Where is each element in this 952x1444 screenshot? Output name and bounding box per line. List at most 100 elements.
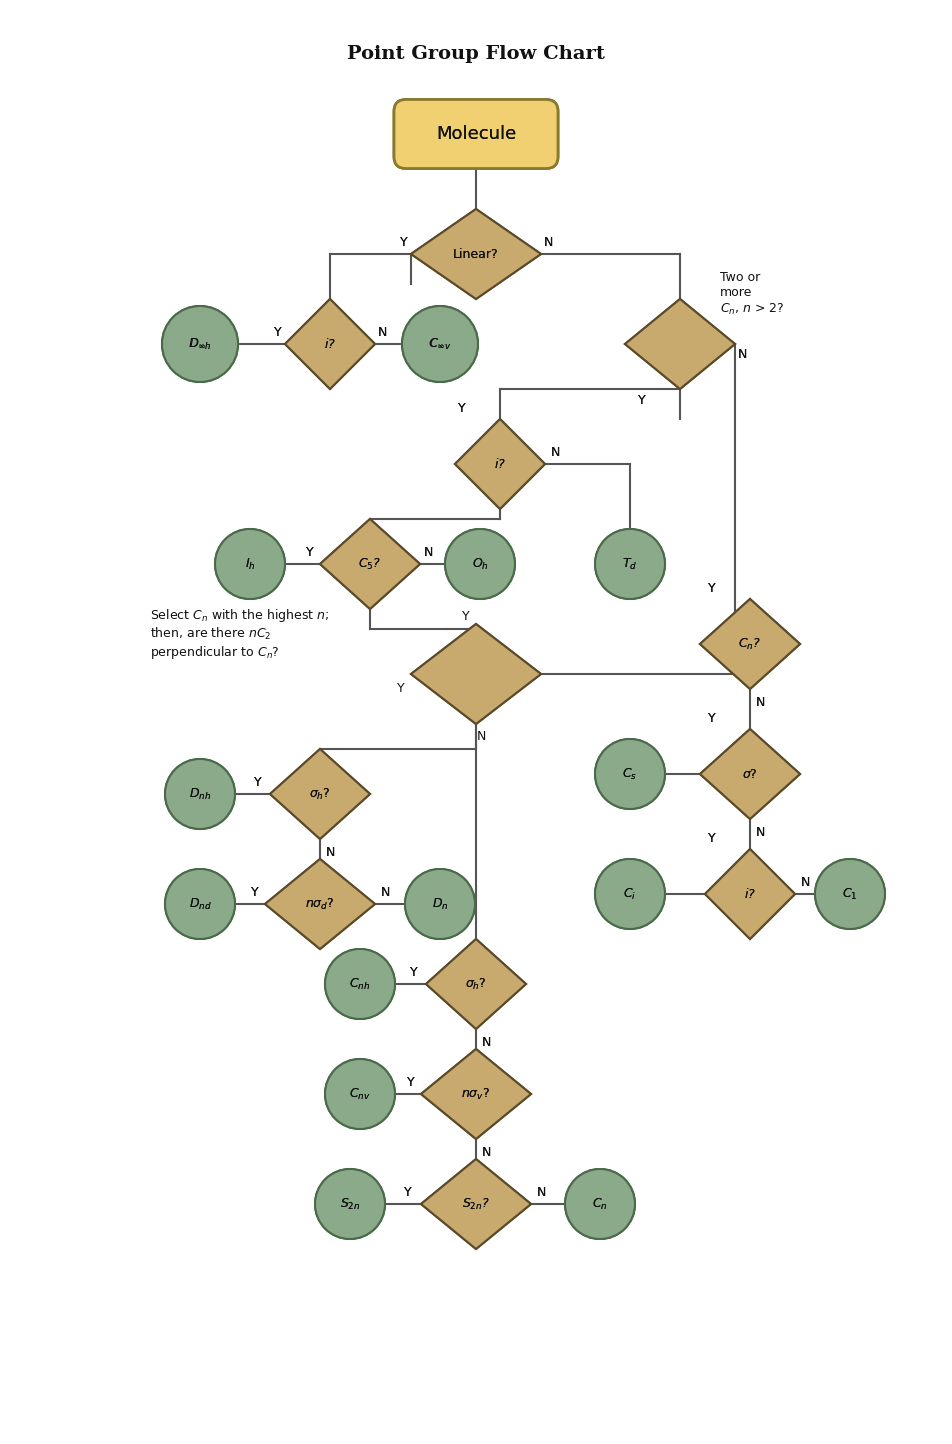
Text: N: N xyxy=(755,696,764,709)
Polygon shape xyxy=(265,859,375,949)
Text: Y: Y xyxy=(254,775,262,788)
Text: N: N xyxy=(380,885,389,898)
Text: N: N xyxy=(544,235,553,248)
Text: $i$?: $i$? xyxy=(494,456,506,471)
Text: Linear?: Linear? xyxy=(453,247,499,260)
Text: $T_d$: $T_d$ xyxy=(623,556,638,572)
Text: N: N xyxy=(755,696,764,709)
Text: Linear?: Linear? xyxy=(453,247,499,260)
Text: N: N xyxy=(482,1145,490,1158)
Polygon shape xyxy=(426,939,526,1030)
Text: Select $C_n$ with the highest $n$;
then, are there $nC_2$
perpendicular to $C_n$: Select $C_n$ with the highest $n$; then,… xyxy=(150,606,329,661)
Text: N: N xyxy=(536,1186,545,1199)
Text: $I_h$: $I_h$ xyxy=(245,556,255,572)
Text: Y: Y xyxy=(274,325,282,338)
Text: N: N xyxy=(482,1145,490,1158)
Text: Y: Y xyxy=(410,966,418,979)
Text: Y: Y xyxy=(458,403,466,416)
Text: Y: Y xyxy=(251,885,259,898)
Circle shape xyxy=(402,306,478,383)
Text: $D_{\infty h}$: $D_{\infty h}$ xyxy=(188,336,212,351)
Circle shape xyxy=(815,859,885,928)
Text: Y: Y xyxy=(405,1186,412,1199)
Text: Y: Y xyxy=(400,235,407,248)
Text: $i$?: $i$? xyxy=(494,456,506,471)
Circle shape xyxy=(445,529,515,599)
Text: $C_i$: $C_i$ xyxy=(624,887,637,901)
Text: $\sigma$?: $\sigma$? xyxy=(743,768,758,781)
Text: Y: Y xyxy=(274,325,282,338)
Text: $\sigma_h$?: $\sigma_h$? xyxy=(466,976,486,992)
Polygon shape xyxy=(285,299,375,388)
Text: Y: Y xyxy=(407,1076,415,1089)
Text: $C_n$: $C_n$ xyxy=(592,1197,607,1212)
Polygon shape xyxy=(320,518,420,609)
Polygon shape xyxy=(705,849,795,939)
Polygon shape xyxy=(421,1160,531,1249)
Circle shape xyxy=(405,869,475,939)
Text: Molecule: Molecule xyxy=(436,126,516,143)
Polygon shape xyxy=(285,299,375,388)
Text: $\sigma_h$?: $\sigma_h$? xyxy=(466,976,486,992)
Text: $n\sigma_v$?: $n\sigma_v$? xyxy=(462,1086,490,1102)
Polygon shape xyxy=(455,419,545,508)
Circle shape xyxy=(162,306,238,383)
Polygon shape xyxy=(421,1160,531,1249)
Circle shape xyxy=(165,869,235,939)
Text: $C_{\infty v}$: $C_{\infty v}$ xyxy=(429,336,451,351)
Text: $S_{2n}$: $S_{2n}$ xyxy=(340,1197,360,1212)
Text: Y: Y xyxy=(410,966,418,979)
Polygon shape xyxy=(700,729,800,819)
Text: $I_h$: $I_h$ xyxy=(245,556,255,572)
Text: $D_{nd}$: $D_{nd}$ xyxy=(188,897,211,911)
Circle shape xyxy=(445,529,515,599)
Text: N: N xyxy=(377,325,387,338)
Text: $C_{nh}$: $C_{nh}$ xyxy=(349,976,370,992)
Circle shape xyxy=(405,869,475,939)
Text: $D_{nh}$: $D_{nh}$ xyxy=(188,787,211,801)
FancyBboxPatch shape xyxy=(394,100,558,169)
Text: $S_{2n}$?: $S_{2n}$? xyxy=(462,1197,490,1212)
Circle shape xyxy=(565,1170,635,1239)
Text: $\sigma$?: $\sigma$? xyxy=(743,768,758,781)
Text: N: N xyxy=(326,846,335,859)
Text: N: N xyxy=(424,546,433,559)
Text: $C_n$: $C_n$ xyxy=(592,1197,607,1212)
Polygon shape xyxy=(700,729,800,819)
Text: Y: Y xyxy=(708,712,716,725)
Text: $i$?: $i$? xyxy=(324,336,336,351)
Text: Y: Y xyxy=(708,712,716,725)
Text: $C_n$?: $C_n$? xyxy=(739,637,762,651)
Text: Y: Y xyxy=(307,546,314,559)
Text: Y: Y xyxy=(638,394,645,407)
Text: $C_{nv}$: $C_{nv}$ xyxy=(349,1086,370,1102)
Text: N: N xyxy=(482,1035,490,1048)
Circle shape xyxy=(565,1170,635,1239)
Polygon shape xyxy=(411,209,541,299)
Text: N: N xyxy=(550,446,560,459)
Text: $D_n$: $D_n$ xyxy=(431,897,448,911)
Text: Y: Y xyxy=(708,582,716,595)
Text: N: N xyxy=(755,826,764,839)
Text: N: N xyxy=(377,325,387,338)
Polygon shape xyxy=(411,624,541,723)
Circle shape xyxy=(162,306,238,383)
Polygon shape xyxy=(625,299,735,388)
Circle shape xyxy=(325,1058,395,1129)
Text: $S_{2n}$: $S_{2n}$ xyxy=(340,1197,360,1212)
Text: $C_s$: $C_s$ xyxy=(623,767,638,781)
Text: Y: Y xyxy=(400,235,407,248)
Circle shape xyxy=(165,869,235,939)
Text: $D_n$: $D_n$ xyxy=(431,897,448,911)
Circle shape xyxy=(325,949,395,1019)
Polygon shape xyxy=(411,624,541,723)
Text: N: N xyxy=(380,885,389,898)
Circle shape xyxy=(595,529,665,599)
Text: Y: Y xyxy=(397,683,405,696)
Polygon shape xyxy=(700,599,800,689)
Text: Y: Y xyxy=(708,833,716,846)
Text: N: N xyxy=(326,846,335,859)
Text: N: N xyxy=(801,875,810,888)
Text: $D_{nh}$: $D_{nh}$ xyxy=(188,787,211,801)
Text: Y: Y xyxy=(462,609,470,622)
